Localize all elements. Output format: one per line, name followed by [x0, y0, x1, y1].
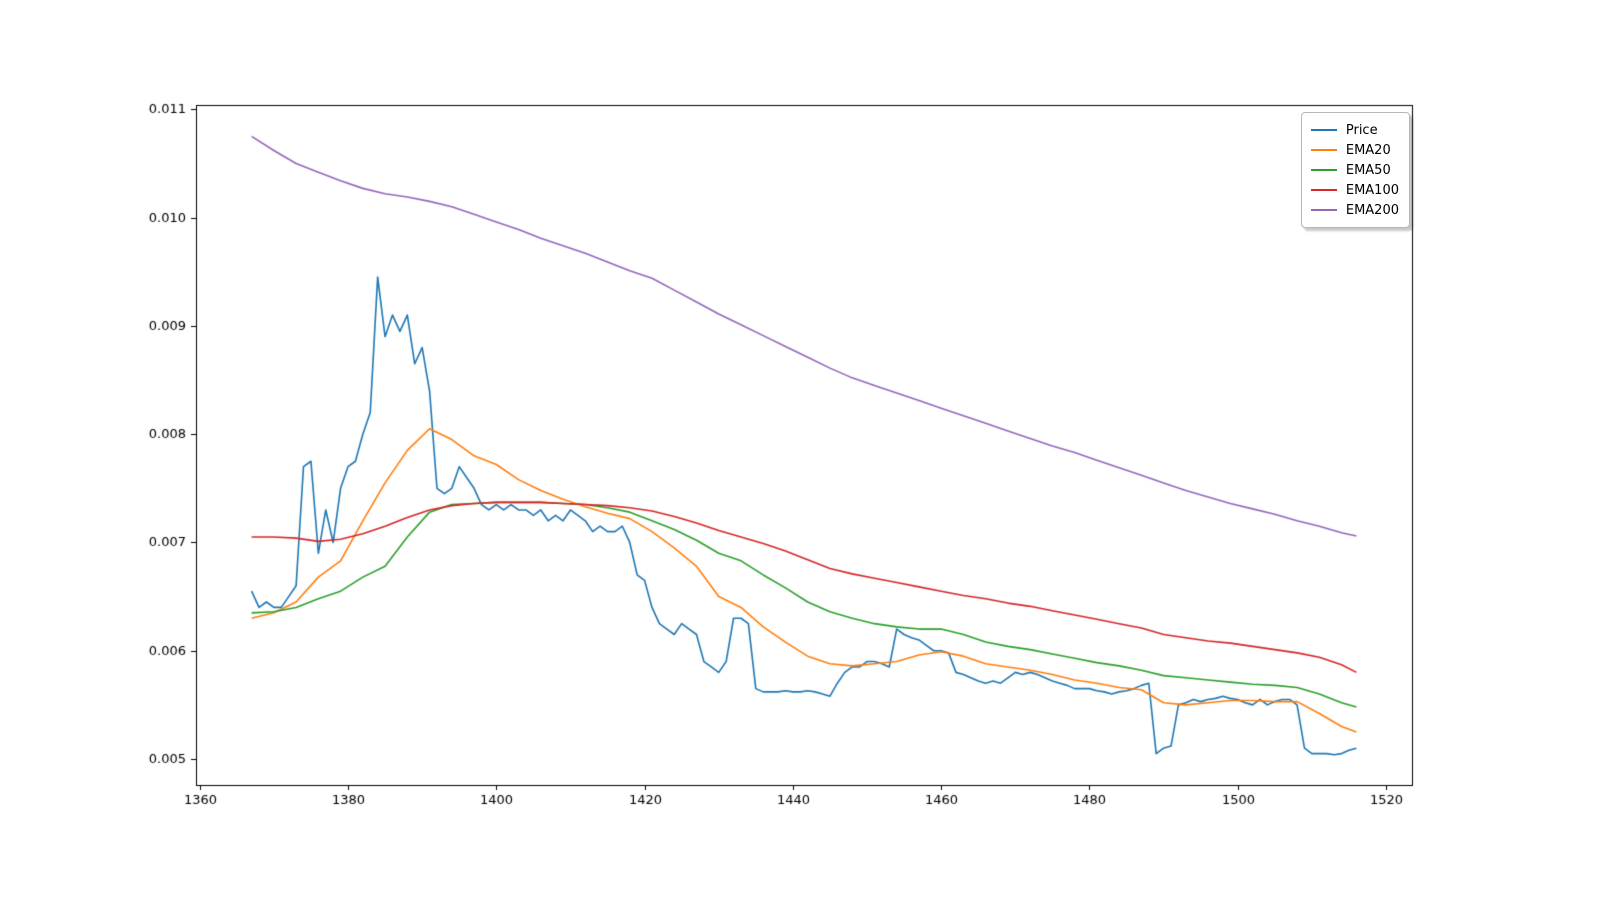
- legend: Price EMA20 EMA50 EMA100 EMA200: [1300, 112, 1410, 228]
- legend-label-price: Price: [1345, 122, 1378, 138]
- price-line-swatch: [1310, 129, 1337, 131]
- legend-item-ema20: EMA20: [1310, 140, 1399, 160]
- legend-label-ema50: EMA50: [1345, 162, 1391, 178]
- legend-item-price: Price: [1310, 120, 1399, 140]
- legend-item-ema50: EMA50: [1310, 160, 1399, 180]
- ema20-line-swatch: [1310, 149, 1337, 151]
- ema200-line-swatch: [1310, 209, 1337, 211]
- legend-label-ema200: EMA200: [1345, 202, 1399, 218]
- legend-item-ema200: EMA200: [1310, 200, 1399, 220]
- ema50-line-swatch: [1310, 169, 1337, 171]
- legend-item-ema100: EMA100: [1310, 180, 1399, 200]
- legend-label-ema100: EMA100: [1345, 182, 1399, 198]
- ema100-line-swatch: [1310, 189, 1337, 191]
- legend-label-ema20: EMA20: [1345, 142, 1391, 158]
